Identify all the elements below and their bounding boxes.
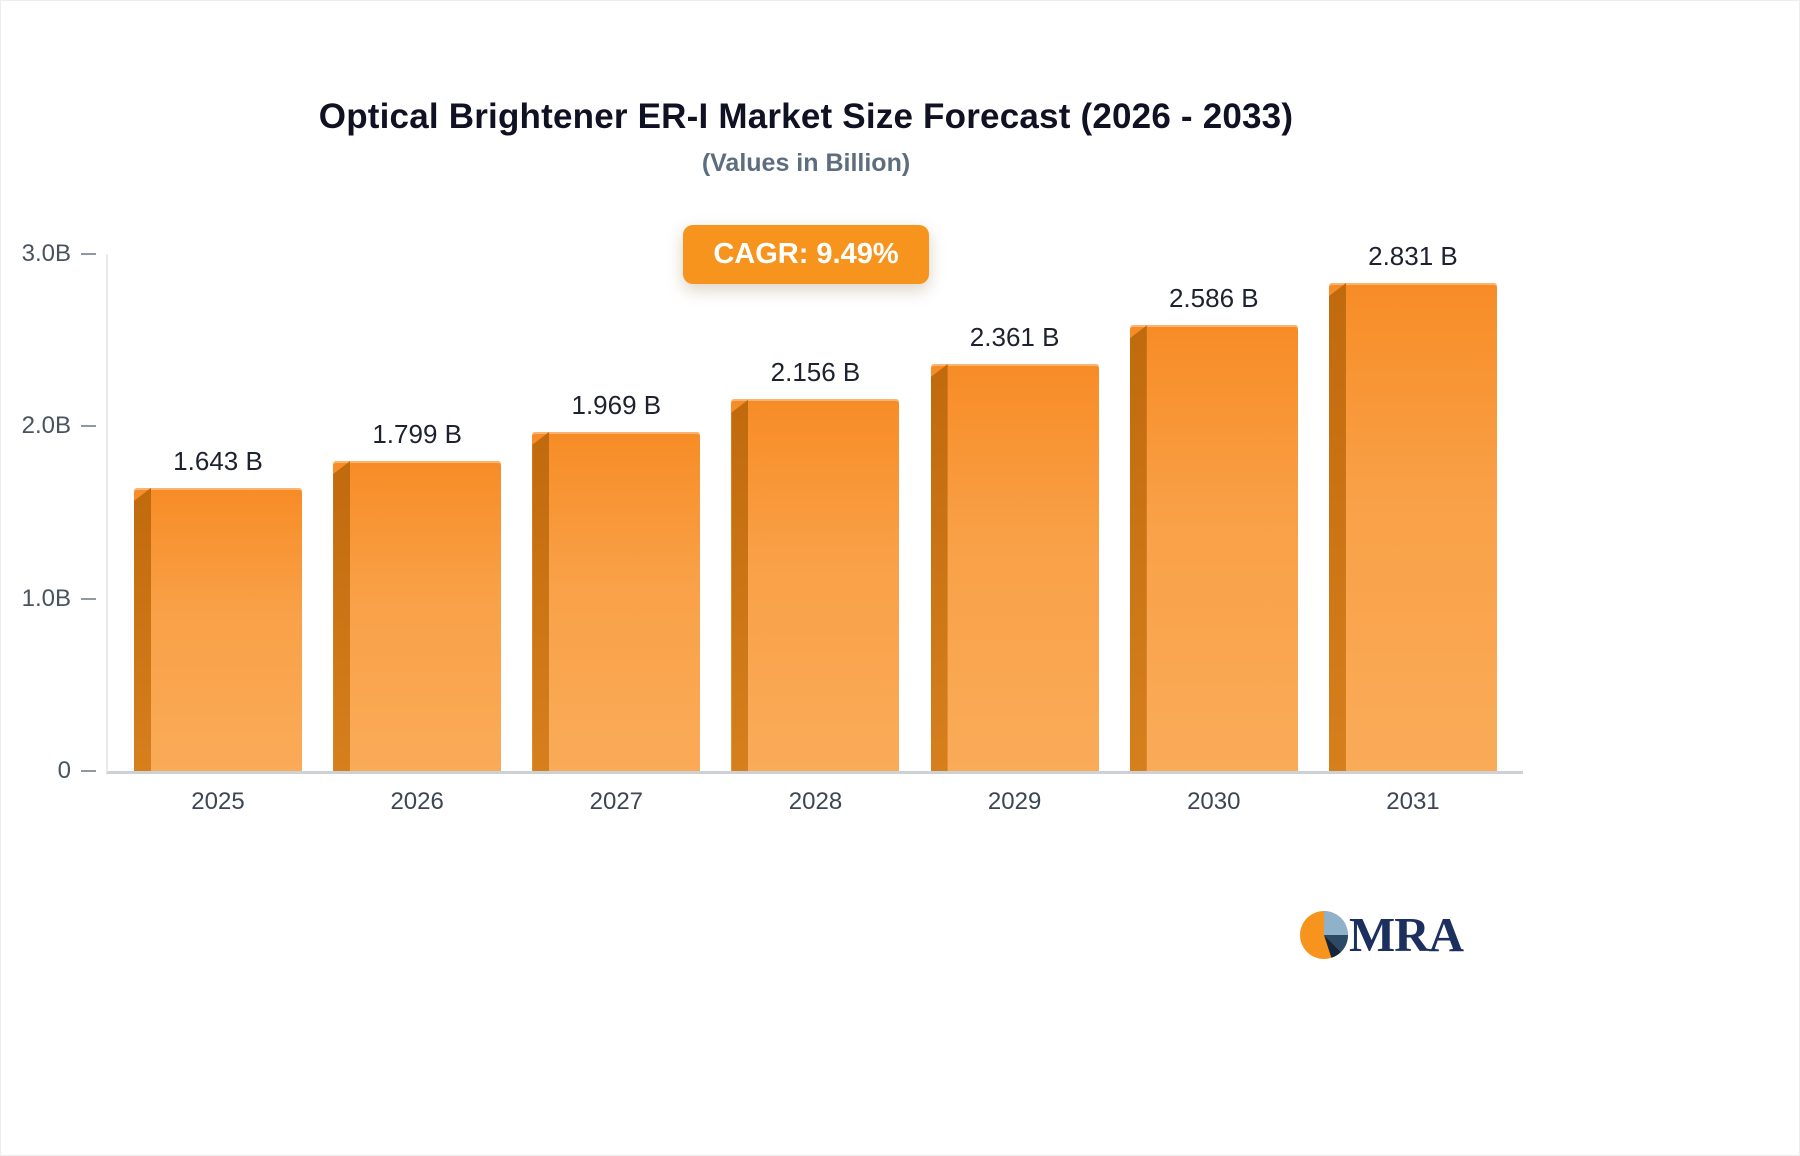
bars: 1.643 B 2025 1.799 B 2026 1.969 B 2027 2.156 B… xyxy=(108,241,1523,815)
y-axis-tick-mark xyxy=(81,597,96,600)
y-axis-tick-mark xyxy=(81,253,96,255)
bar-value-label: 2.586 B xyxy=(1168,283,1259,314)
y-axis-tick: 3.0B xyxy=(22,240,96,268)
plot-area: 1.643 B 2025 1.799 B 2026 1.969 B 2027 2.156 B… xyxy=(22,240,1523,815)
x-axis-label: 2030 xyxy=(1187,788,1241,815)
cagr-badge-row: CAGR: 9.49% xyxy=(1,225,1611,284)
bar-2028: 2.156 B 2028 xyxy=(731,357,900,815)
y-axis-tick-mark xyxy=(81,425,96,428)
bar-2031: 2.831 B 2031 xyxy=(1328,241,1497,815)
bar-2029: 2.361 B 2029 xyxy=(930,322,1099,815)
bar-value-label: 2.361 B xyxy=(969,322,1060,353)
bar-value-label: 2.156 B xyxy=(770,357,861,388)
x-axis-label: 2027 xyxy=(589,788,644,815)
y-axis-tick: 1.0B xyxy=(22,585,96,613)
chart-subtitle: (Values in Billion) xyxy=(701,149,911,177)
cagr-badge: CAGR: 9.49% xyxy=(683,225,929,284)
x-axis-label: 2028 xyxy=(788,788,843,815)
x-axis-label: 2031 xyxy=(1386,788,1440,815)
x-axis-label: 2026 xyxy=(390,788,444,815)
y-axis-tick: 2.0B xyxy=(22,412,96,440)
bar-2025: 1.643 B 2025 xyxy=(134,446,302,815)
y-axis-tick-label: 2.0B xyxy=(21,412,71,440)
mra-logo-text: MRA xyxy=(1348,907,1464,962)
bar-2027: 1.969 B 2027 xyxy=(532,390,701,815)
y-axis-tick-mark xyxy=(81,770,96,772)
y-axis-tick: 0 xyxy=(58,757,96,785)
mra-logo-icon xyxy=(1299,910,1348,959)
x-axis-label: 2025 xyxy=(191,788,245,815)
bar-2030: 2.586 B 2030 xyxy=(1129,283,1298,815)
y-axis-tick-label: 0 xyxy=(57,757,71,784)
bar-value-label: 1.643 B xyxy=(173,445,263,476)
y-axis-tick-label: 1.0B xyxy=(21,584,71,612)
bar-value-label: 1.799 B xyxy=(372,418,462,449)
bar-value-label: 1.969 B xyxy=(571,389,662,420)
bar-value-label: 2.831 B xyxy=(1368,241,1458,272)
y-axis-tick-label: 3.0B xyxy=(21,240,71,267)
bar-2026: 1.799 B 2026 xyxy=(333,419,502,815)
x-axis-label: 2029 xyxy=(987,788,1042,815)
mra-logo: MRA xyxy=(1299,907,1464,962)
chart-title: Optical Brightener ER-I Market Size Fore… xyxy=(318,97,1294,136)
